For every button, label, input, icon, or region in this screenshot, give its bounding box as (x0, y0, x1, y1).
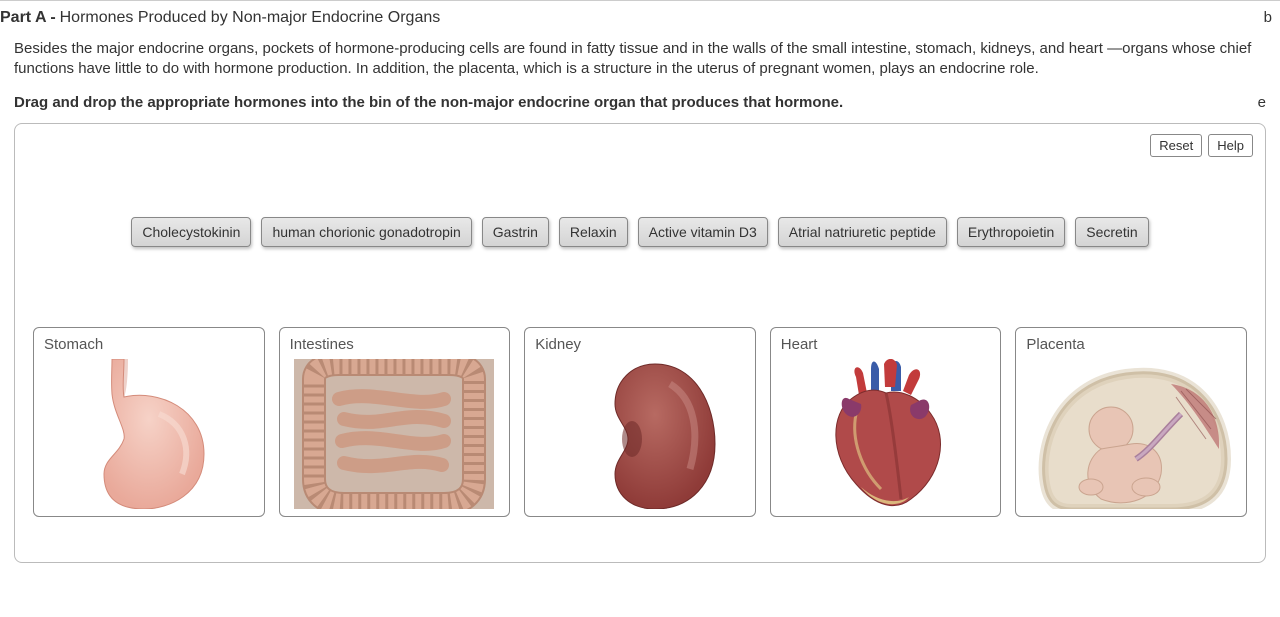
instruction-row: Drag and drop the appropriate hormones i… (0, 90, 1280, 123)
kidney-illustration (535, 359, 745, 516)
bin-heart[interactable]: Heart (770, 327, 1002, 517)
token-cholecystokinin[interactable]: Cholecystokinin (131, 217, 251, 247)
reset-button[interactable]: Reset (1150, 134, 1202, 157)
token-gastrin[interactable]: Gastrin (482, 217, 549, 247)
bin-placenta[interactable]: Placenta (1015, 327, 1247, 517)
token-erythropoietin[interactable]: Erythropoietin (957, 217, 1065, 247)
bin-label-placenta: Placenta (1026, 336, 1236, 353)
token-secretin[interactable]: Secretin (1075, 217, 1148, 247)
part-label: Part A - (0, 9, 56, 26)
help-button[interactable]: Help (1208, 134, 1253, 157)
bin-kidney[interactable]: Kidney (524, 327, 756, 517)
header-row: Part A - Hormones Produced by Non-major … (0, 9, 1280, 33)
intro-text: Besides the major endocrine organs, pock… (0, 33, 1280, 90)
token-hcg[interactable]: human chorionic gonadotropin (261, 217, 471, 247)
workspace-toolbar: Reset Help (27, 134, 1253, 157)
bin-stomach[interactable]: Stomach (33, 327, 265, 517)
bin-label-heart: Heart (781, 336, 991, 353)
hormone-tokens-row: Cholecystokinin human chorionic gonadotr… (27, 217, 1253, 247)
instruction-text: Drag and drop the appropriate hormones i… (14, 94, 843, 111)
part-title: Hormones Produced by Non-major Endocrine… (60, 9, 441, 26)
stomach-illustration (44, 359, 254, 516)
side-letter-top: b (1264, 9, 1272, 26)
token-relaxin[interactable]: Relaxin (559, 217, 628, 247)
side-letter-mid: e (1258, 94, 1266, 111)
heart-illustration (781, 359, 991, 516)
token-vitamin-d3[interactable]: Active vitamin D3 (638, 217, 768, 247)
intestines-illustration (290, 359, 500, 516)
bin-intestines[interactable]: Intestines (279, 327, 511, 517)
bin-label-kidney: Kidney (535, 336, 745, 353)
bin-label-stomach: Stomach (44, 336, 254, 353)
drag-drop-workspace: Reset Help Cholecystokinin human chorion… (14, 123, 1266, 563)
placenta-illustration (1026, 359, 1236, 516)
token-anp[interactable]: Atrial natriuretic peptide (778, 217, 947, 247)
organ-bins-row: Stomach (27, 327, 1253, 517)
question-container: Part A - Hormones Produced by Non-major … (0, 0, 1280, 563)
bin-label-intestines: Intestines (290, 336, 500, 353)
